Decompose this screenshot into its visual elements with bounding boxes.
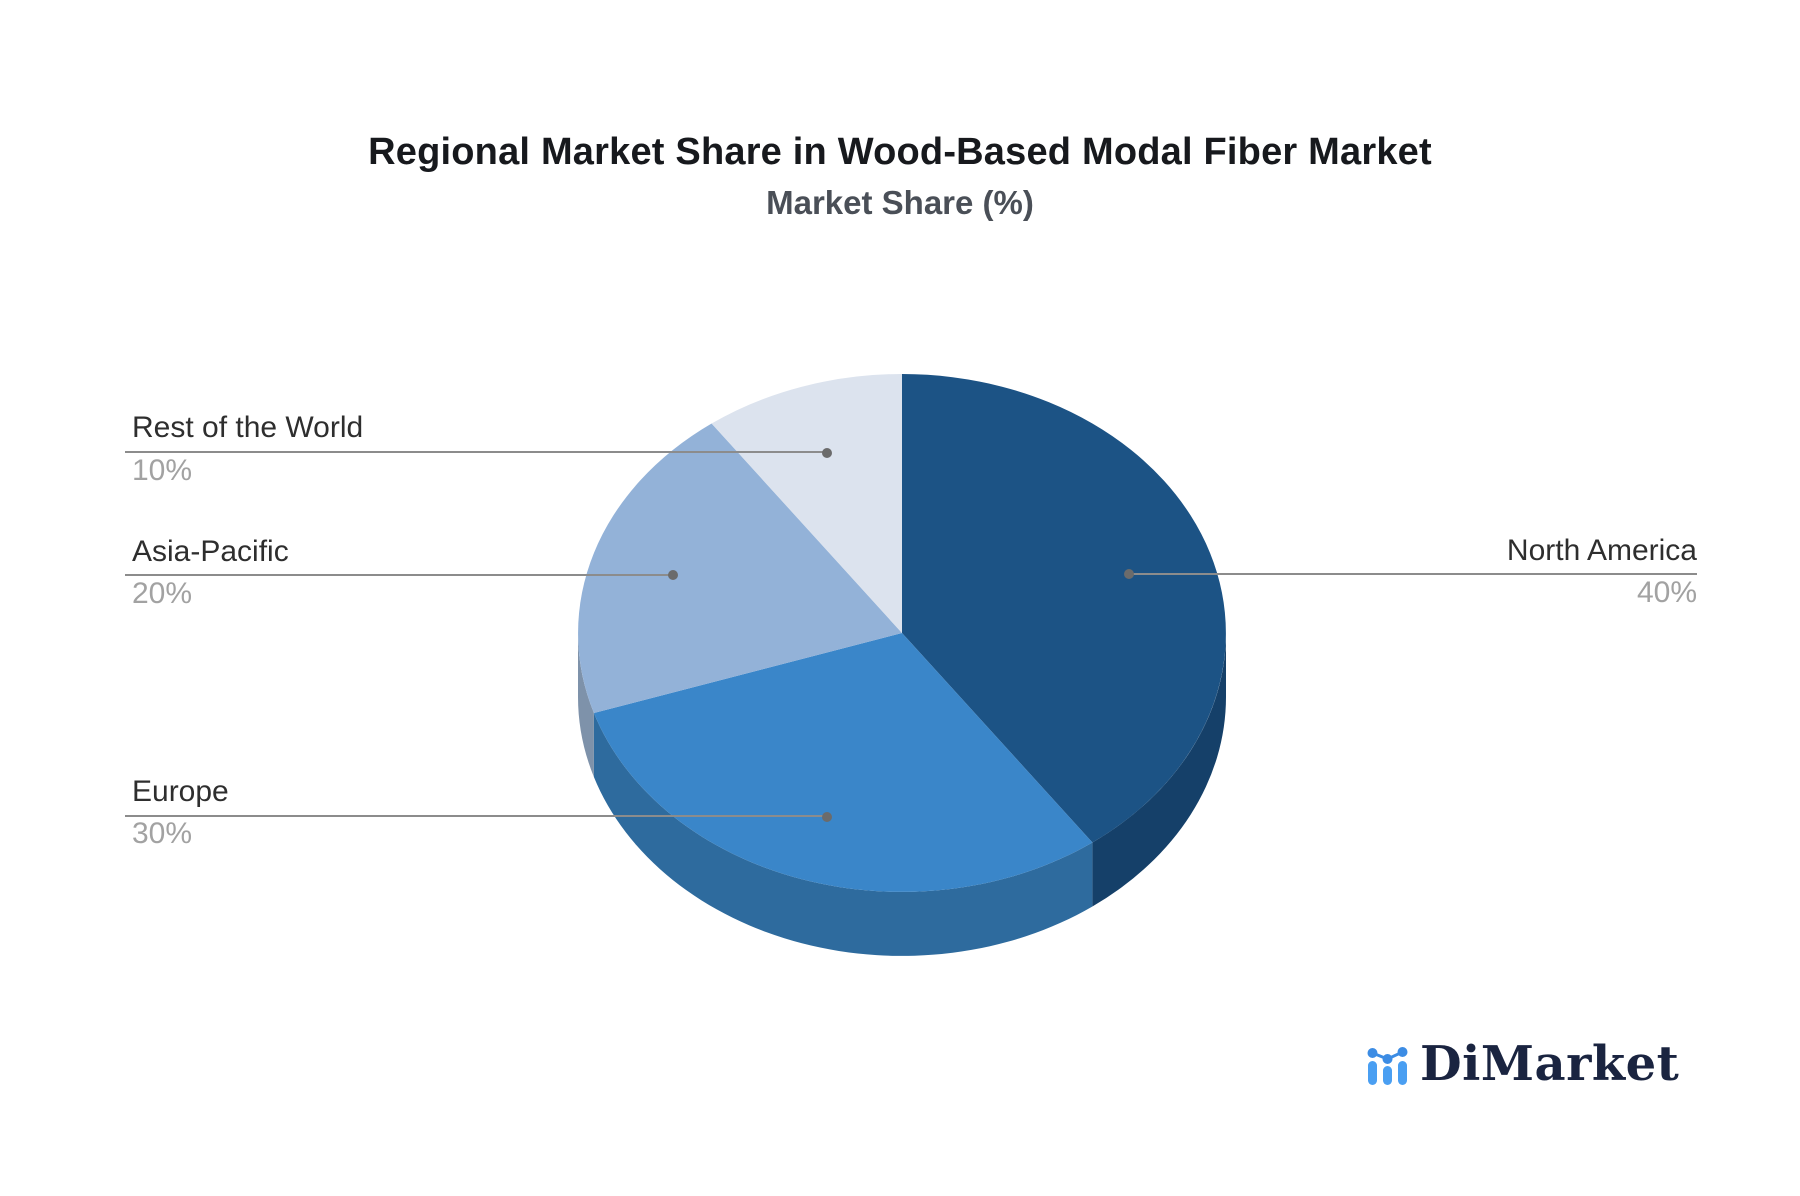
- pie-slice-side: [578, 633, 594, 777]
- slice-label-europe: Europe 30%: [132, 775, 229, 849]
- slice-name: Rest of the World: [132, 411, 364, 444]
- slice-percent: 40%: [1636, 576, 1697, 609]
- brand-logo: DiMarket: [1362, 1036, 1679, 1106]
- slice-name: Asia-Pacific: [132, 535, 289, 568]
- pie-slice-side: [1092, 633, 1226, 907]
- chart-title: Regional Market Share in Wood-Based Moda…: [368, 131, 1432, 173]
- slice-name: North America: [1506, 534, 1697, 567]
- brand-name: DiMarket: [1420, 1036, 1680, 1092]
- pie-slice: [711, 374, 902, 633]
- bar-line-chart-icon: [1367, 1047, 1408, 1085]
- slice-label-asia-pacific: Asia-Pacific 20%: [132, 535, 289, 609]
- chart-subtitle: Market Share (%): [766, 184, 1034, 221]
- pie-slice: [578, 423, 902, 713]
- leader-dot: [822, 812, 832, 822]
- pie-slice: [593, 633, 1093, 892]
- pie-slice-side: [593, 713, 1093, 956]
- slice-label-rest-of-the-world: Rest of the World 10%: [132, 411, 364, 486]
- slice-name: Europe: [132, 775, 229, 808]
- slice-label-north-america: North America 40%: [1297, 534, 1697, 608]
- pie-slice: [902, 374, 1226, 843]
- leader-dot: [668, 570, 678, 580]
- slice-percent: 10%: [132, 454, 193, 487]
- slice-percent: 30%: [132, 817, 193, 850]
- slice-percent: 20%: [132, 577, 193, 610]
- leader-dot: [822, 448, 832, 458]
- leader-dot: [1124, 569, 1134, 579]
